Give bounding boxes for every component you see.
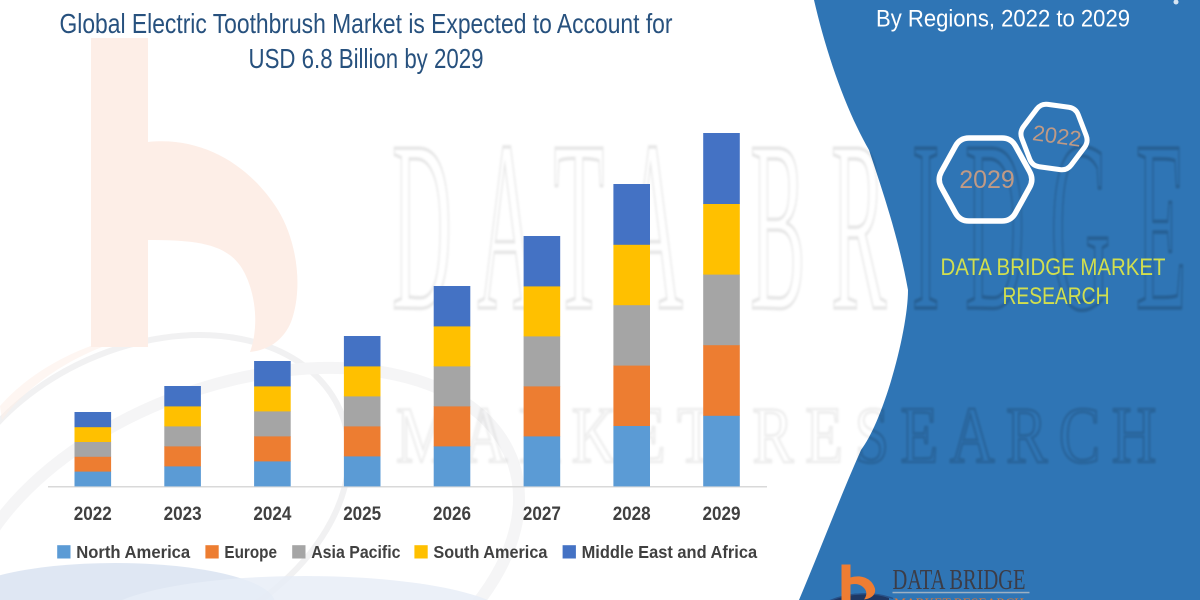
svg-text:North America: North America xyxy=(76,542,190,562)
svg-text:USD 6.8 Billion by 2029: USD 6.8 Billion by 2029 xyxy=(249,43,484,74)
svg-text:2024: 2024 xyxy=(253,504,291,525)
svg-text:MARKET RESEARCH: MARKET RESEARCH xyxy=(894,595,1024,600)
svg-text:Middle East and Africa: Middle East and Africa xyxy=(582,542,758,562)
svg-text:Asia Pacific: Asia Pacific xyxy=(311,542,401,562)
svg-text:2027: 2027 xyxy=(523,504,561,525)
svg-text:2023: 2023 xyxy=(164,504,202,525)
svg-text:2026: 2026 xyxy=(433,504,471,525)
svg-text:2029: 2029 xyxy=(959,166,1015,194)
svg-text:2022: 2022 xyxy=(74,504,112,525)
svg-text:By Regions, 2022 to 2029: By Regions, 2022 to 2029 xyxy=(876,6,1130,33)
svg-text:2025: 2025 xyxy=(343,504,381,525)
svg-text:2029: 2029 xyxy=(703,504,741,525)
svg-text:DATA BRIDGE: DATA BRIDGE xyxy=(893,565,1026,596)
svg-text:Global Electric Toothbrush Mar: Global Electric Toothbrush Market is Exp… xyxy=(60,8,673,39)
svg-text:MARKET RESEARCH: MARKET RESEARCH xyxy=(396,392,1168,480)
svg-text:Europe: Europe xyxy=(224,542,277,562)
svg-text:DATA BRIDGE: DATA BRIDGE xyxy=(392,91,1200,361)
svg-text:2028: 2028 xyxy=(613,504,651,525)
svg-text:South America: South America xyxy=(433,542,547,562)
svg-text:DATA BRIDGE MARKET: DATA BRIDGE MARKET xyxy=(941,254,1166,281)
svg-text:RESEARCH: RESEARCH xyxy=(1003,283,1110,310)
